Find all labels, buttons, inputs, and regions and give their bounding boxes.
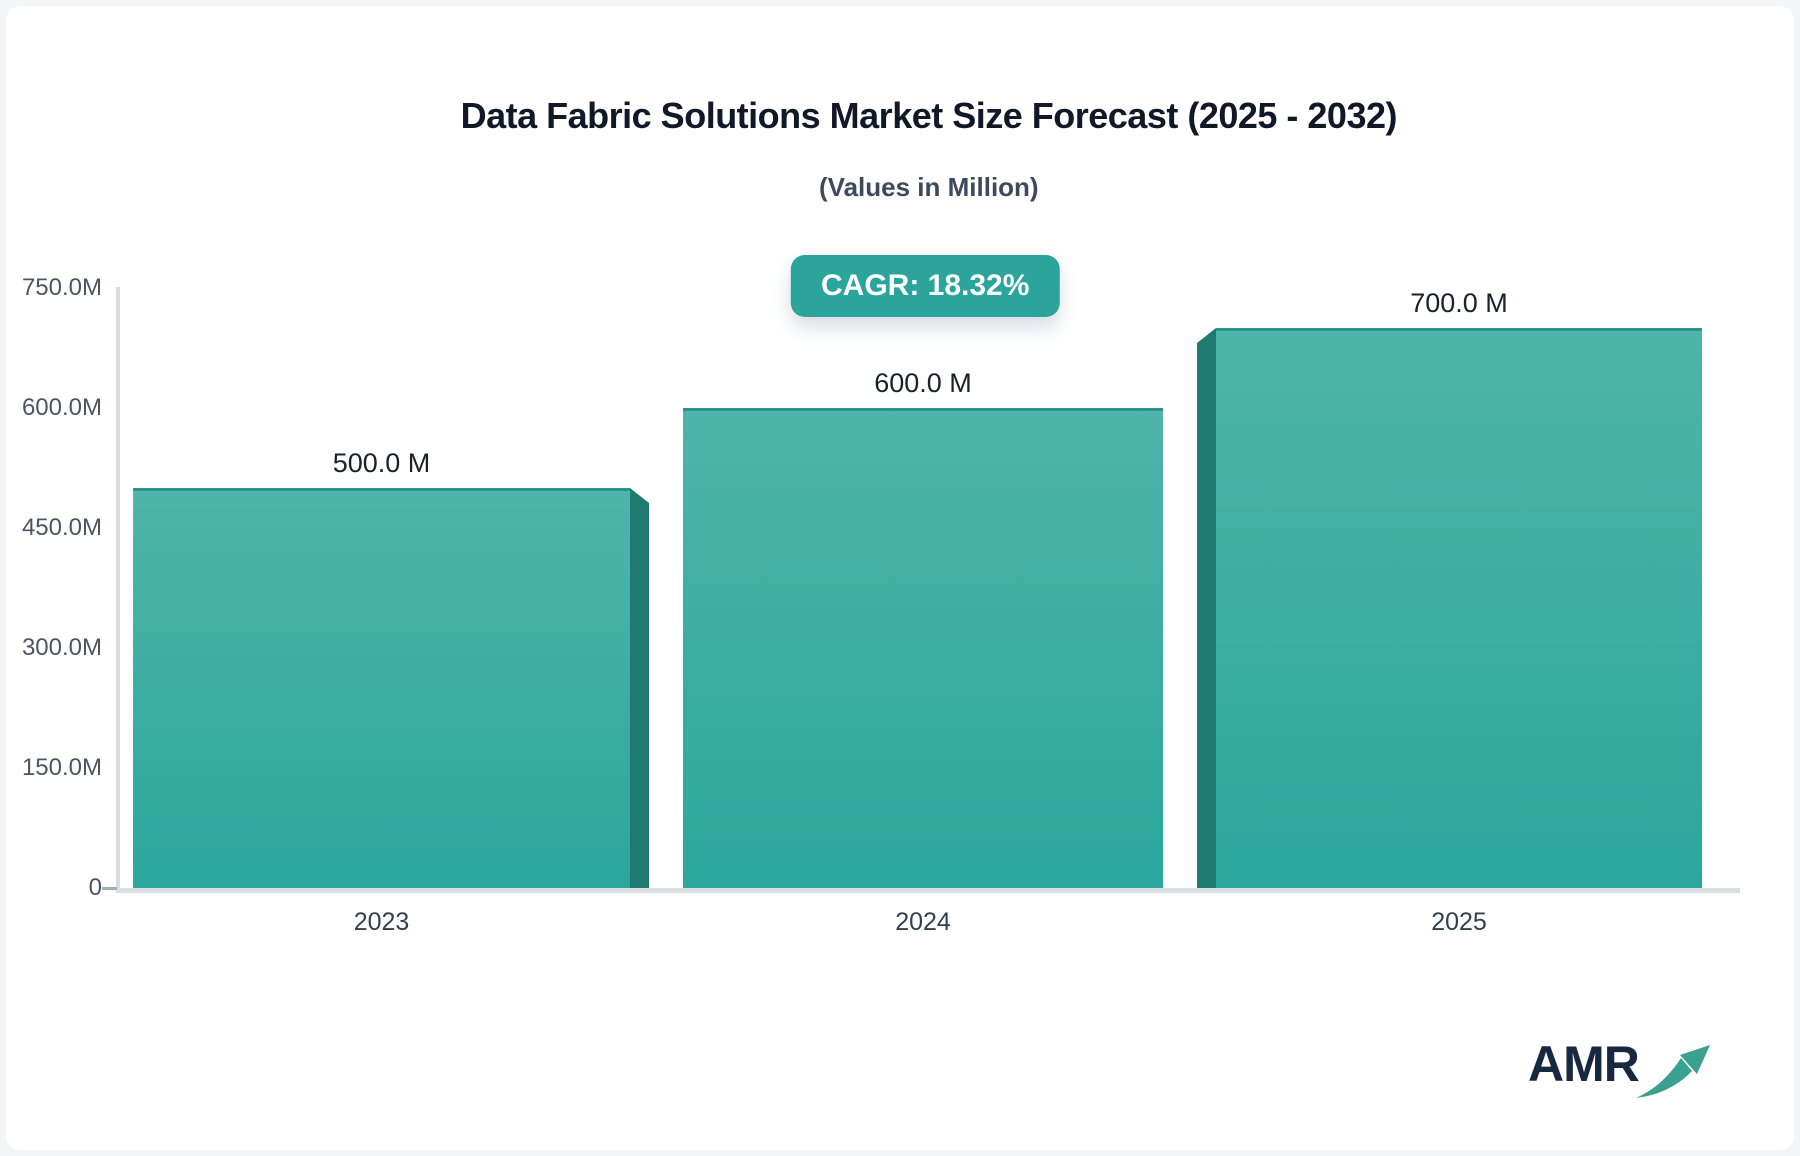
zero-tick-mark bbox=[102, 887, 117, 890]
x-axis-label-2024: 2024 bbox=[895, 908, 951, 936]
y-axis-tick-label: 450.0M bbox=[21, 514, 102, 541]
bar-value-label-2023: 500.0 M bbox=[332, 448, 431, 478]
y-axis-tick-label: 0 bbox=[88, 874, 102, 901]
bar-3d-side-2023 bbox=[630, 488, 649, 888]
x-axis-label-2025: 2025 bbox=[1431, 908, 1487, 936]
bar-value-label-2024: 600.0 M bbox=[874, 368, 972, 398]
chart-title: Data Fabric Solutions Market Size Foreca… bbox=[460, 95, 1398, 136]
x-axis-line bbox=[116, 888, 1740, 893]
y-axis-tick-label: 600.0M bbox=[21, 394, 102, 421]
bar-2023 bbox=[133, 488, 630, 888]
amr-logo: AMR bbox=[1528, 1038, 1738, 1118]
bar-2025 bbox=[1216, 328, 1702, 888]
cagr-badge: CAGR: 18.32% bbox=[790, 255, 1060, 317]
y-axis-tick-label: 750.0M bbox=[21, 274, 102, 301]
amr-logo-text: AMR bbox=[1528, 1036, 1640, 1092]
bar-3d-side-2025 bbox=[1197, 328, 1216, 888]
chart-subtitle: (Values in Million) bbox=[819, 172, 1039, 202]
y-axis-line bbox=[116, 287, 120, 893]
growth-arrow-icon bbox=[1636, 1045, 1710, 1098]
x-axis-label-2023: 2023 bbox=[353, 908, 410, 936]
y-axis-tick-label: 150.0M bbox=[21, 754, 102, 781]
bar-2024 bbox=[683, 408, 1163, 888]
y-axis-tick-label: 300.0M bbox=[21, 634, 102, 661]
bar-value-label-2025: 700.0 M bbox=[1410, 288, 1508, 318]
